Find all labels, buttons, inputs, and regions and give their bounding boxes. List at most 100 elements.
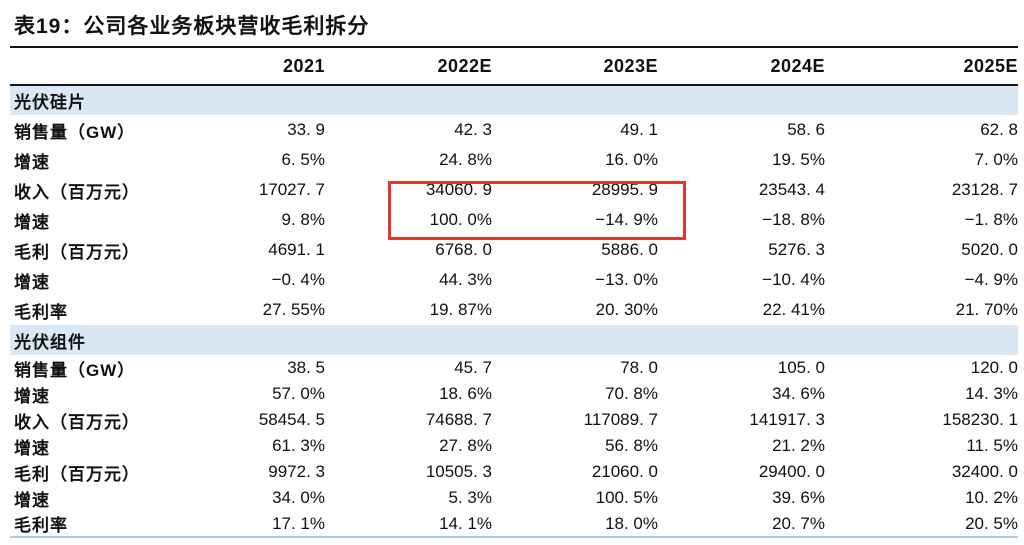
value-cell: 7. 0%	[974, 150, 1018, 169]
row-label: 毛利率	[14, 302, 68, 322]
value-cell: 27. 55%	[262, 300, 325, 319]
value-cell: 34. 0%	[272, 488, 325, 507]
value-cell: 21060. 0	[591, 462, 658, 481]
table-row: 毛利率 27. 55% 19. 87% 20. 30% 22. 41% 21. 70%	[10, 295, 1018, 325]
value-cell: 9. 8%	[281, 210, 325, 229]
value-cell: 19. 5%	[772, 150, 825, 169]
value-cell: 24. 8%	[439, 150, 492, 169]
value-cell: 9972. 3	[268, 462, 325, 481]
value-cell: 27. 8%	[439, 436, 492, 455]
value-cell: 58454. 5	[258, 410, 325, 429]
row-label: 增速	[14, 272, 50, 292]
section-header-row: 光伏组件	[10, 325, 1018, 355]
table-row: 增速 6. 5% 24. 8% 16. 0% 19. 5% 7. 0%	[10, 145, 1018, 175]
value-cell: 6. 5%	[281, 150, 325, 169]
section-header-row: 光伏硅片	[10, 85, 1018, 115]
table-row: 毛利率 17. 1% 14. 1% 18. 0% 20. 7% 20. 5%	[10, 511, 1018, 537]
row-label: 增速	[14, 386, 50, 406]
row-label: 收入（百万元）	[14, 182, 140, 202]
value-cell: 11. 5%	[966, 436, 1018, 455]
value-cell: 23543. 4	[758, 180, 825, 199]
value-cell: −10. 4%	[762, 270, 825, 289]
value-cell: −0. 4%	[271, 270, 325, 289]
value-cell: 10. 2%	[965, 488, 1018, 507]
value-cell: 5020. 0	[961, 240, 1018, 259]
value-cell: 120. 0	[970, 358, 1018, 377]
value-cell: 5276. 3	[768, 240, 825, 259]
table-row: 收入（百万元） 58454. 5 74688. 7 117089. 7 141917. …	[10, 407, 1018, 433]
row-label-header	[10, 47, 170, 85]
value-cell: 28995. 9	[591, 180, 658, 199]
value-cell: −14. 9%	[595, 210, 658, 229]
value-cell: 20. 7%	[772, 513, 825, 533]
value-cell: 21. 2%	[772, 436, 825, 455]
value-cell: 17027. 7	[258, 180, 325, 199]
value-cell: 18. 6%	[439, 384, 492, 403]
value-cell: 5886. 0	[601, 240, 658, 259]
value-cell: 158230. 1	[942, 410, 1018, 429]
value-cell: 44. 3%	[439, 270, 492, 289]
value-cell: 17. 1%	[272, 513, 325, 533]
value-cell: 62. 8	[980, 120, 1018, 139]
value-cell: 22. 41%	[762, 300, 825, 319]
row-label: 增速	[14, 490, 50, 510]
table-row: 收入（百万元） 17027. 7 34060. 9 28995. 9 23543. 4 2…	[10, 175, 1018, 205]
table-row: 增速 57. 0% 18. 6% 70. 8% 34. 6% 14. 3%	[10, 381, 1018, 407]
value-cell: 100. 5%	[595, 488, 658, 507]
value-cell: 23128. 7	[951, 180, 1018, 199]
row-label: 毛利率	[14, 516, 68, 535]
financial-table: 2021 2022E 2023E 2024E 2025E 光伏硅片销售量（GW）…	[10, 46, 1018, 538]
value-cell: 32400. 0	[951, 462, 1018, 481]
value-cell: 57. 0%	[272, 384, 325, 403]
value-cell: 42. 3	[454, 120, 492, 139]
value-cell: 34. 6%	[772, 384, 825, 403]
row-label: 毛利（百万元）	[14, 242, 140, 262]
section-title: 光伏组件	[14, 332, 86, 352]
table-row: 增速 61. 3% 27. 8% 56. 8% 21. 2% 11. 5%	[10, 433, 1018, 459]
col-header-2022e: 2022E	[437, 55, 492, 76]
value-cell: 10505. 3	[425, 462, 492, 481]
value-cell: 34060. 9	[425, 180, 492, 199]
value-cell: 105. 0	[777, 358, 825, 377]
value-cell: 38. 5	[287, 358, 325, 377]
value-cell: 18. 0%	[605, 513, 658, 533]
value-cell: 14. 1%	[439, 513, 492, 533]
table-row: 毛利（百万元） 9972. 3 10505. 3 21060. 0 29400. 0 32…	[10, 459, 1018, 485]
col-header-2023e: 2023E	[603, 55, 658, 76]
col-header-2021: 2021	[282, 55, 325, 76]
value-cell: 117089. 7	[583, 410, 658, 429]
value-cell: 4691. 1	[268, 240, 325, 259]
row-label: 增速	[14, 438, 50, 458]
value-cell: 21. 70%	[955, 300, 1018, 319]
value-cell: 70. 8%	[605, 384, 658, 403]
table-title: 表19：公司各业务板块营收毛利拆分	[14, 15, 370, 38]
row-label: 销售量（GW）	[14, 360, 136, 380]
value-cell: 141917. 3	[749, 410, 825, 429]
table-row: 毛利（百万元） 4691. 1 6768. 0 5886. 0 5276. 3 5020.…	[10, 235, 1018, 265]
value-cell: 100. 0%	[429, 210, 492, 229]
value-cell: 45. 7	[454, 358, 492, 377]
value-cell: 14. 3%	[965, 384, 1018, 403]
table-row: 增速 −0. 4% 44. 3% −13. 0% −10. 4% −4. 9%	[10, 265, 1018, 295]
value-cell: −13. 0%	[595, 270, 658, 289]
table-row: 销售量（GW） 38. 5 45. 7 78. 0 105. 0 120. 0	[10, 355, 1018, 381]
value-cell: −18. 8%	[762, 210, 825, 229]
value-cell: 61. 3%	[272, 436, 325, 455]
col-header-2024e: 2024E	[770, 55, 825, 76]
value-cell: 19. 87%	[429, 300, 492, 319]
row-label: 销售量（GW）	[14, 122, 136, 142]
row-label: 毛利（百万元）	[14, 464, 140, 484]
value-cell: −1. 8%	[964, 210, 1018, 229]
col-header-2025e: 2025E	[963, 55, 1018, 76]
value-cell: 39. 6%	[772, 488, 825, 507]
row-label: 增速	[14, 152, 50, 172]
value-cell: 20. 5%	[965, 513, 1018, 533]
value-cell: 56. 8%	[605, 436, 658, 455]
revenue-gross-profit-table: 2021 2022E 2023E 2024E 2025E 光伏硅片销售量（GW）…	[10, 46, 1018, 538]
table-row: 销售量（GW） 33. 9 42. 3 49. 1 58. 6 62. 8	[10, 115, 1018, 145]
value-cell: 78. 0	[620, 358, 658, 377]
value-cell: 58. 6	[787, 120, 825, 139]
value-cell: 29400. 0	[758, 462, 825, 481]
value-cell: 6768. 0	[435, 240, 492, 259]
value-cell: 33. 9	[287, 120, 325, 139]
